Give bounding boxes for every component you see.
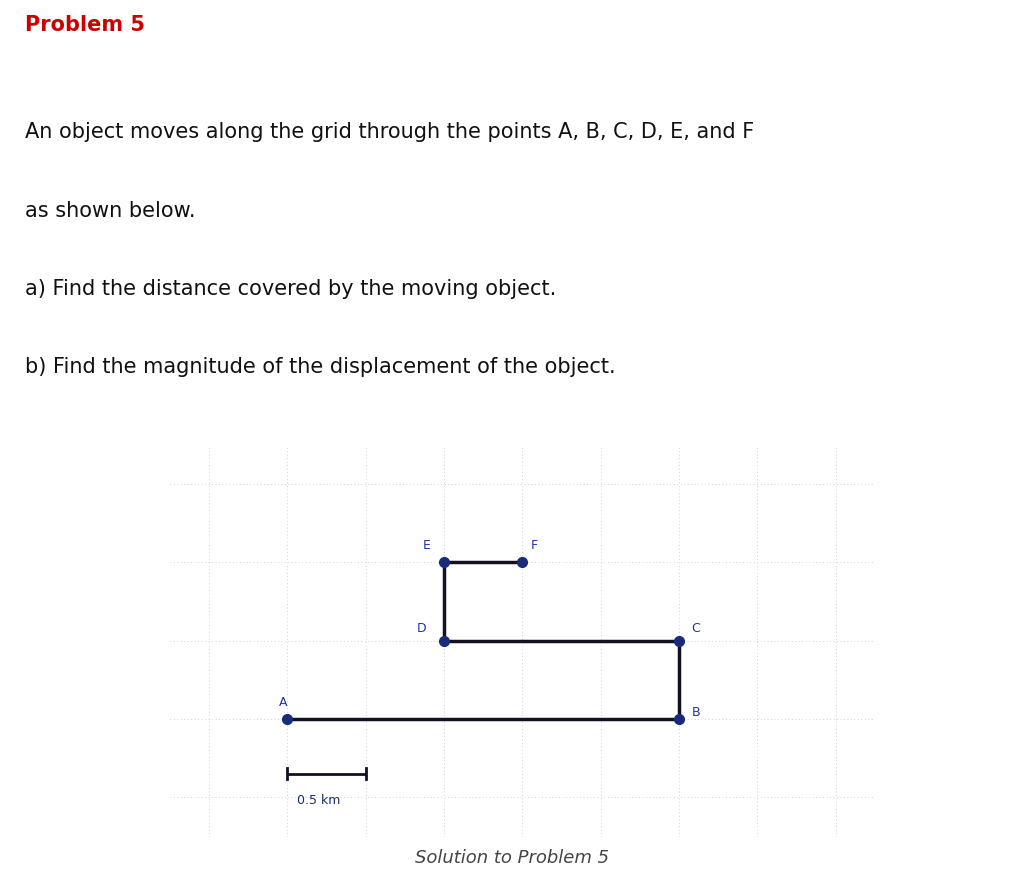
Text: An object moves along the grid through the points A, B, C, D, E, and F: An object moves along the grid through t… xyxy=(25,122,755,142)
Text: C: C xyxy=(692,621,700,635)
Text: F: F xyxy=(530,539,538,553)
Text: as shown below.: as shown below. xyxy=(25,200,196,221)
Text: B: B xyxy=(692,706,700,719)
Text: D: D xyxy=(417,621,427,635)
Text: A: A xyxy=(280,696,288,709)
Text: b) Find the magnitude of the displacement of the object.: b) Find the magnitude of the displacemen… xyxy=(25,357,615,377)
Text: Problem 5: Problem 5 xyxy=(25,14,145,35)
Text: Solution to Problem 5: Solution to Problem 5 xyxy=(415,849,609,867)
Text: E: E xyxy=(423,539,431,553)
Text: a) Find the distance covered by the moving object.: a) Find the distance covered by the movi… xyxy=(25,279,556,299)
Text: 0.5 km: 0.5 km xyxy=(297,794,340,806)
